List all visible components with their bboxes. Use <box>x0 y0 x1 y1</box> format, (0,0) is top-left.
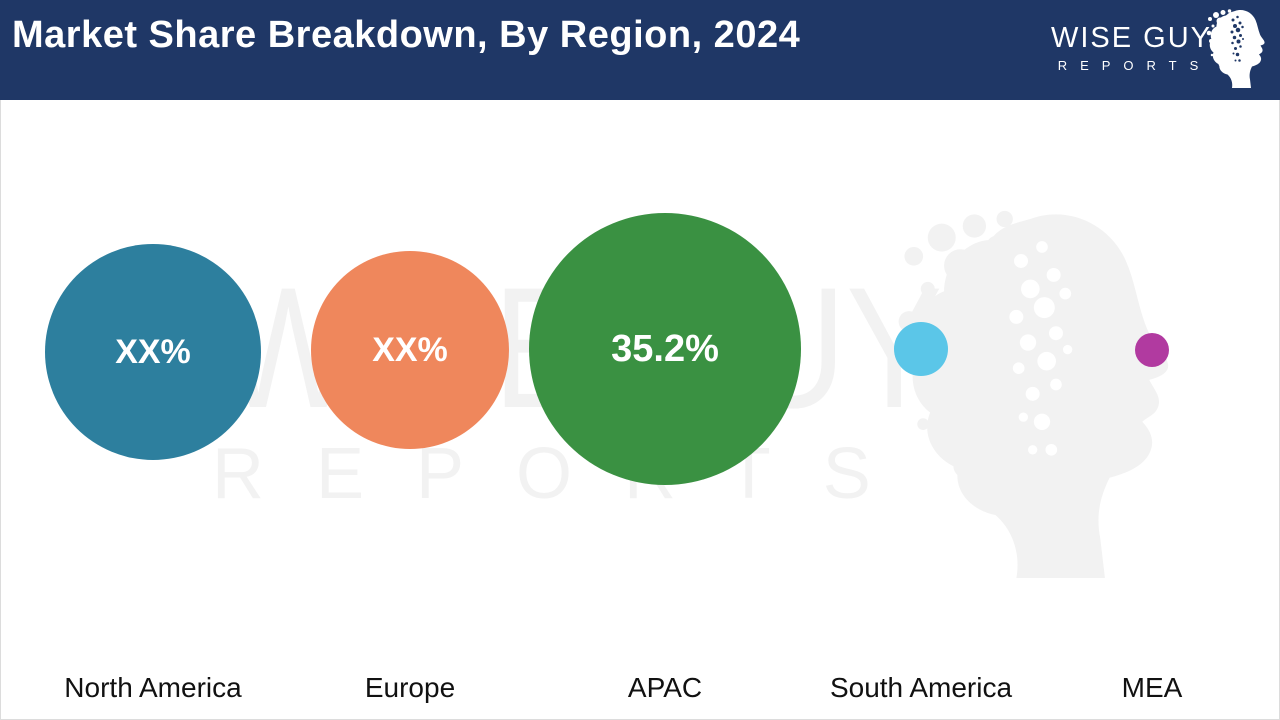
brand-logo: WISE GUY REPORTS <box>1051 8 1266 88</box>
bubble-north-america: XX% <box>45 244 261 460</box>
bubble-mea <box>1135 333 1169 367</box>
brand-subtitle: REPORTS <box>1057 57 1212 73</box>
page-title: Market Share Breakdown, By Region, 2024 <box>12 14 801 56</box>
bubble-value-apac: 35.2% <box>611 327 719 370</box>
brand-head-icon <box>1206 8 1266 88</box>
category-label-europe: Europe <box>364 672 456 703</box>
bubble-south-america <box>894 322 948 376</box>
bubble-europe: XX% <box>311 251 509 449</box>
bubble-value-north-america: XX% <box>115 332 191 371</box>
category-label-north-america: North America <box>64 672 242 703</box>
category-label-mea: MEA <box>1121 672 1183 703</box>
category-label-apac: APAC <box>627 672 703 703</box>
category-label-south-america: South America <box>829 672 1013 703</box>
brand-name: WISE GUY <box>1050 21 1212 54</box>
bubble-apac: 35.2% <box>529 213 801 485</box>
header-bar: Market Share Breakdown, By Region, 2024 … <box>0 0 1280 100</box>
bubble-value-europe: XX% <box>372 330 448 369</box>
brand-text: WISE GUY REPORTS <box>1050 21 1212 73</box>
